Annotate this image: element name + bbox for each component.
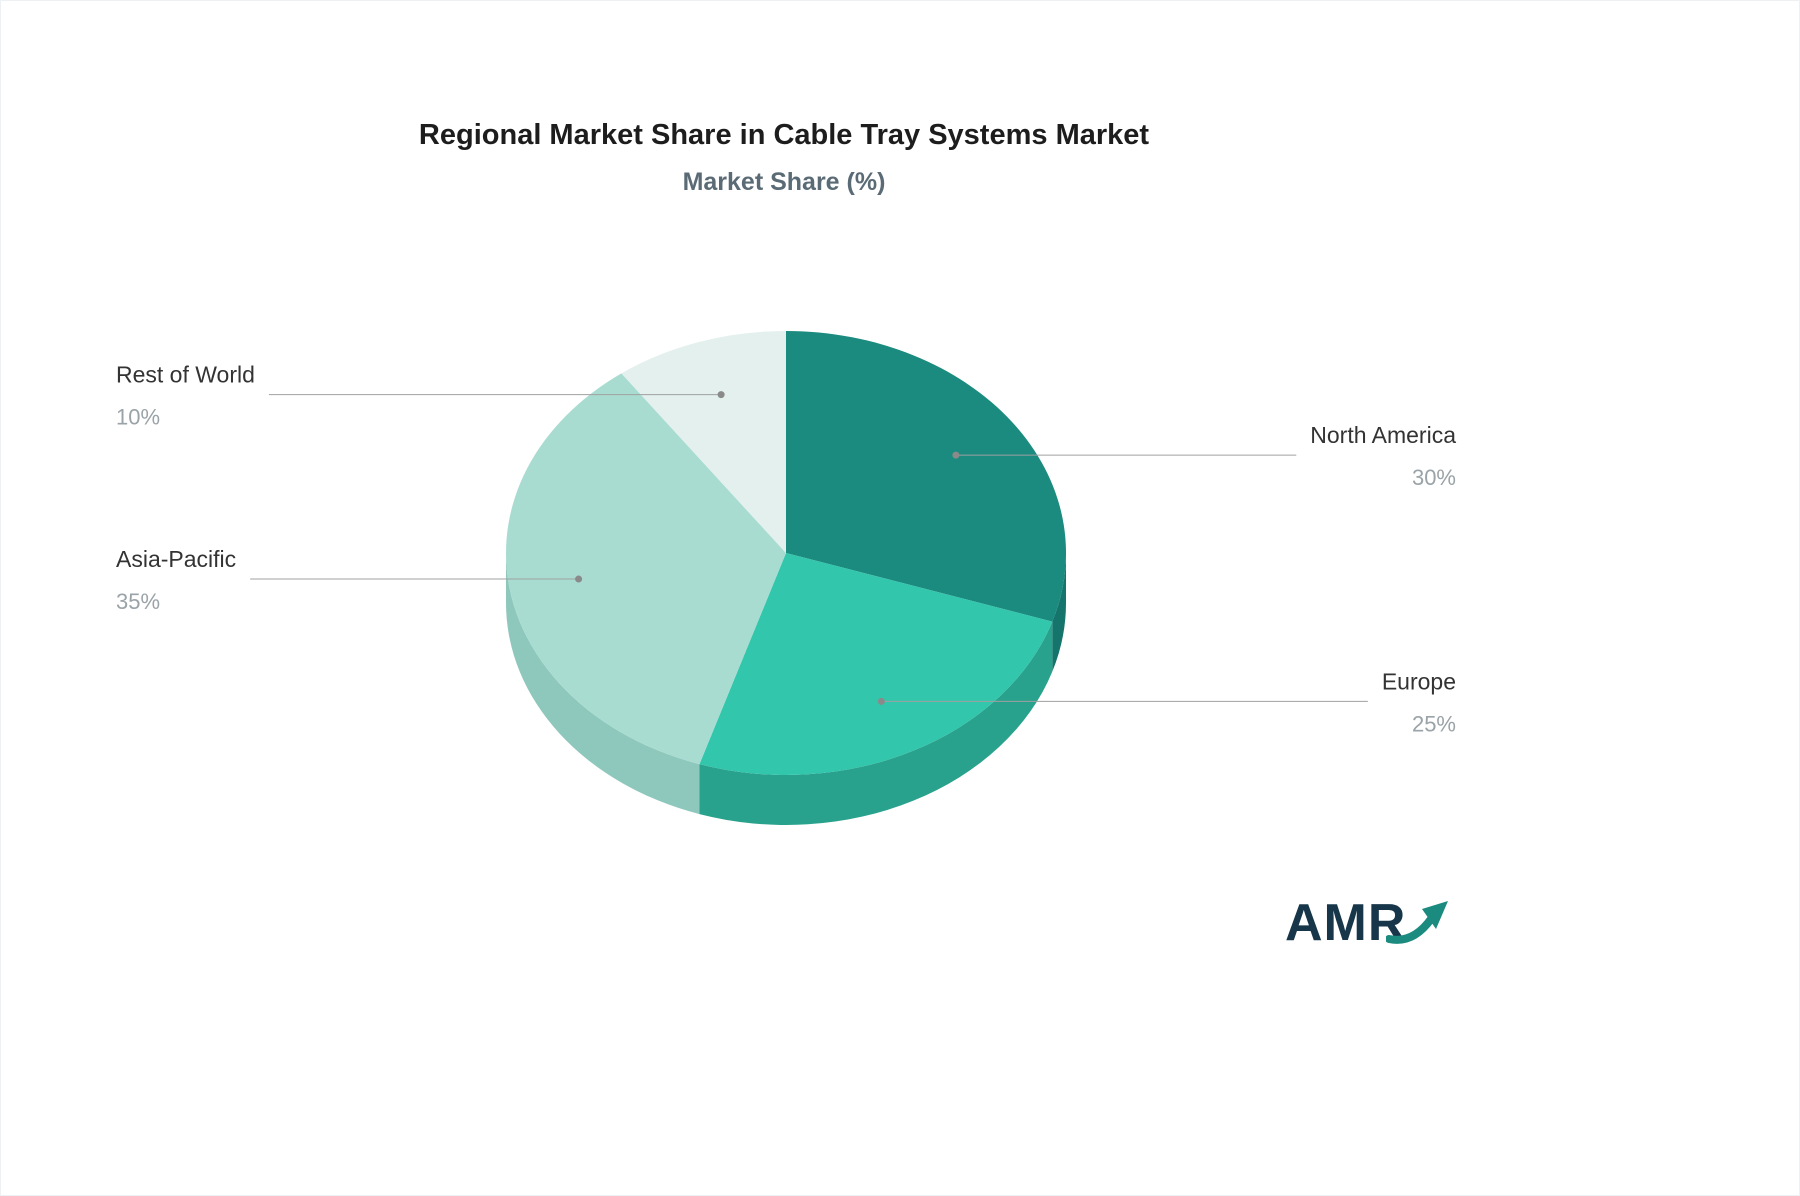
slice-value-europe: 25%: [1412, 711, 1456, 736]
amr-logo-text: AMR: [1285, 894, 1407, 952]
arrow-up-icon: [1386, 901, 1449, 944]
leader-dot-rest-of-world: [717, 391, 725, 399]
slice-label-europe: Europe: [1382, 668, 1456, 694]
slice-value-north-america: 30%: [1412, 465, 1456, 490]
chart-title: Regional Market Share in Cable Tray Syst…: [418, 119, 1150, 151]
slice-label-north-america: North America: [1310, 422, 1456, 448]
leader-dot-north-america: [952, 451, 960, 459]
pie-slice-rest-of-world[interactable]: [621, 331, 786, 553]
leader-dot-asia-pacific: [575, 575, 583, 583]
pie-slice-side-asia-pacific: [506, 553, 700, 815]
slice-label-rest-of-world: Rest of World: [116, 362, 255, 388]
pie-slice-side-north-america: [1052, 553, 1067, 672]
amr-logo: AMR: [1285, 897, 1450, 949]
pie-slice-side-europe: [699, 621, 1053, 825]
slice-label-asia-pacific: Asia-Pacific: [116, 546, 236, 572]
pie-slice-asia-pacific[interactable]: [506, 373, 786, 765]
slice-value-rest-of-world: 10%: [116, 405, 160, 430]
pie-slice-north-america[interactable]: [786, 331, 1067, 622]
chart-subtitle: Market Share (%): [682, 168, 886, 196]
slice-value-asia-pacific: 35%: [116, 589, 160, 614]
pie-slice-europe[interactable]: [699, 553, 1053, 775]
leader-dot-europe: [877, 697, 885, 705]
